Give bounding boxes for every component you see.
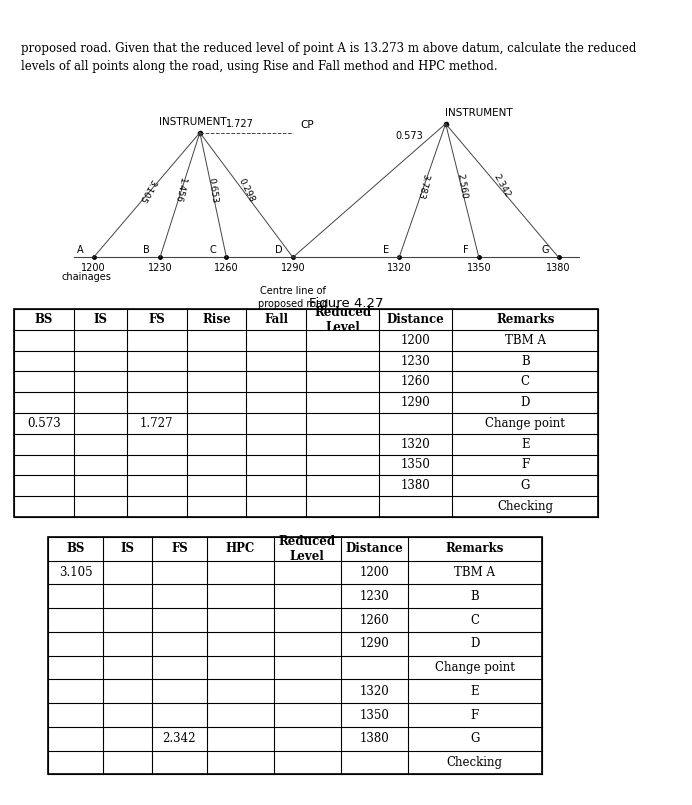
Text: 0.653: 0.653 — [207, 177, 219, 204]
Text: B: B — [471, 590, 479, 603]
Text: D: D — [470, 638, 480, 650]
Text: proposed road. Given that the reduced level of point A is 13.273 m above datum, : proposed road. Given that the reduced le… — [21, 42, 636, 73]
Text: 1200: 1200 — [359, 566, 389, 579]
Text: G: G — [520, 479, 530, 492]
Text: 1290: 1290 — [359, 638, 389, 650]
Text: B: B — [521, 354, 530, 368]
Text: 1350: 1350 — [401, 458, 430, 472]
Text: Reduced
Level: Reduced Level — [314, 306, 371, 333]
Text: E: E — [521, 438, 529, 451]
Text: CP: CP — [301, 121, 314, 130]
Text: B: B — [143, 245, 150, 255]
Text: Checking: Checking — [498, 500, 554, 513]
Text: 1200: 1200 — [81, 262, 106, 273]
Text: C: C — [470, 613, 480, 626]
Text: 1.456: 1.456 — [173, 177, 187, 204]
Text: Reduced
Level: Reduced Level — [279, 535, 336, 563]
Text: IS: IS — [93, 313, 107, 326]
Text: F: F — [521, 458, 529, 472]
Text: A: A — [77, 245, 84, 255]
Text: 3.105: 3.105 — [136, 177, 157, 204]
Text: F: F — [463, 245, 469, 255]
Text: Distance: Distance — [345, 543, 403, 555]
Bar — [14, 309, 599, 517]
Text: 3.783: 3.783 — [415, 172, 430, 200]
Text: D: D — [275, 245, 283, 255]
Text: F: F — [471, 708, 479, 721]
Text: C: C — [210, 245, 217, 255]
Text: 1260: 1260 — [214, 262, 239, 273]
Text: C: C — [521, 375, 530, 388]
Text: TBM A: TBM A — [505, 334, 546, 347]
Text: Change point: Change point — [435, 661, 515, 674]
Text: 1260: 1260 — [401, 375, 430, 388]
Text: FS: FS — [171, 543, 188, 555]
Text: 1/1: 1/1 — [330, 10, 362, 28]
Text: 1290: 1290 — [280, 262, 305, 273]
Text: Checking: Checking — [447, 756, 502, 769]
Text: 1290: 1290 — [401, 396, 430, 409]
Text: 1320: 1320 — [401, 438, 430, 451]
Text: 0.573: 0.573 — [395, 131, 423, 141]
Text: chainages: chainages — [62, 272, 112, 282]
Text: BS: BS — [35, 313, 53, 326]
Bar — [48, 537, 542, 774]
Text: 1320: 1320 — [359, 685, 389, 698]
Text: 1230: 1230 — [147, 262, 172, 273]
Text: IS: IS — [120, 543, 135, 555]
Text: 1260: 1260 — [359, 613, 389, 626]
Text: 1.727: 1.727 — [140, 417, 174, 430]
Text: Change point: Change point — [485, 417, 565, 430]
Text: Centre line of
proposed road: Centre line of proposed road — [258, 287, 328, 308]
Text: 1320: 1320 — [387, 262, 412, 273]
Text: 1230: 1230 — [401, 354, 430, 368]
Text: 0.298: 0.298 — [237, 177, 256, 204]
Text: 2.560: 2.560 — [456, 172, 468, 200]
Text: Fall: Fall — [264, 313, 289, 326]
Text: D: D — [520, 396, 530, 409]
Text: E: E — [471, 685, 479, 698]
Text: 1380: 1380 — [359, 733, 389, 745]
Text: 1200: 1200 — [401, 334, 430, 347]
Text: INSTRUMENT: INSTRUMENT — [159, 118, 227, 127]
Text: 0.573: 0.573 — [27, 417, 61, 430]
Text: HPC: HPC — [226, 543, 255, 555]
Text: 1350: 1350 — [466, 262, 491, 273]
Text: 1350: 1350 — [359, 708, 389, 721]
Text: 1230: 1230 — [359, 590, 389, 603]
Text: 1.727: 1.727 — [226, 119, 254, 129]
Text: G: G — [541, 245, 549, 255]
Text: E: E — [383, 245, 389, 255]
Text: INSTRUMENT: INSTRUMENT — [445, 109, 513, 118]
Text: Distance: Distance — [387, 313, 445, 326]
Text: BS: BS — [66, 543, 85, 555]
Text: 2.342: 2.342 — [492, 173, 512, 200]
Text: 1380: 1380 — [401, 479, 430, 492]
Text: Figure 4.27: Figure 4.27 — [309, 297, 383, 311]
Text: 1380: 1380 — [546, 262, 571, 273]
Text: Remarks: Remarks — [446, 543, 504, 555]
Text: 2.342: 2.342 — [163, 733, 196, 745]
Text: Rise: Rise — [202, 313, 230, 326]
Text: 3.105: 3.105 — [59, 566, 93, 579]
Text: FS: FS — [148, 313, 165, 326]
Text: G: G — [470, 733, 480, 745]
Text: Remarks: Remarks — [496, 313, 554, 326]
Text: TBM A: TBM A — [454, 566, 495, 579]
